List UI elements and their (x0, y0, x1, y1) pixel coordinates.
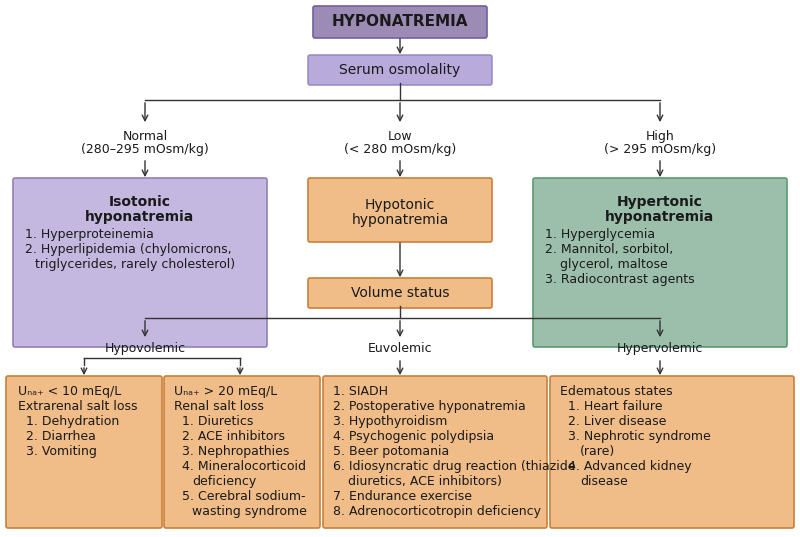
Text: Hypervolemic: Hypervolemic (617, 342, 703, 355)
Text: 8. Adrenocorticotropin deficiency: 8. Adrenocorticotropin deficiency (333, 505, 541, 518)
Text: 3. Radiocontrast agents: 3. Radiocontrast agents (545, 273, 694, 286)
Text: Hypovolemic: Hypovolemic (105, 342, 186, 355)
FancyBboxPatch shape (308, 178, 492, 242)
Text: 6. Idiosyncratic drug reaction (thiazide: 6. Idiosyncratic drug reaction (thiazide (333, 460, 575, 473)
Text: Renal salt loss: Renal salt loss (174, 400, 264, 413)
Text: 2. Hyperlipidemia (chylomicrons,: 2. Hyperlipidemia (chylomicrons, (25, 243, 232, 256)
FancyBboxPatch shape (164, 376, 320, 528)
Text: Serum osmolality: Serum osmolality (339, 63, 461, 77)
Text: 1. Dehydration: 1. Dehydration (18, 415, 119, 428)
Text: 1. SIADH: 1. SIADH (333, 385, 388, 398)
Text: Normal: Normal (122, 130, 168, 143)
Text: 4. Mineralocorticoid: 4. Mineralocorticoid (174, 460, 306, 473)
Text: 4. Advanced kidney: 4. Advanced kidney (560, 460, 692, 473)
Text: 1. Hyperproteinemia: 1. Hyperproteinemia (25, 228, 154, 241)
Text: 1. Heart failure: 1. Heart failure (560, 400, 662, 413)
Text: hyponatremia: hyponatremia (86, 210, 194, 224)
Text: Extrarenal salt loss: Extrarenal salt loss (18, 400, 138, 413)
Text: Volume status: Volume status (350, 286, 450, 300)
Text: Uₙₐ₊ < 10 mEq/L: Uₙₐ₊ < 10 mEq/L (18, 385, 122, 398)
FancyBboxPatch shape (313, 6, 487, 38)
FancyBboxPatch shape (533, 178, 787, 347)
Text: 3. Hypothyroidism: 3. Hypothyroidism (333, 415, 447, 428)
Text: 3. Vomiting: 3. Vomiting (18, 445, 97, 458)
Text: 7. Endurance exercise: 7. Endurance exercise (333, 490, 472, 503)
Text: 4. Psychogenic polydipsia: 4. Psychogenic polydipsia (333, 430, 494, 443)
Text: Edematous states: Edematous states (560, 385, 673, 398)
Text: 2. Liver disease: 2. Liver disease (560, 415, 666, 428)
FancyBboxPatch shape (308, 55, 492, 85)
Text: (rare): (rare) (580, 445, 615, 458)
Text: Uₙₐ₊ > 20 mEq/L: Uₙₐ₊ > 20 mEq/L (174, 385, 278, 398)
Text: hyponatremia: hyponatremia (351, 213, 449, 227)
Text: High: High (646, 130, 674, 143)
Text: (< 280 mOsm/kg): (< 280 mOsm/kg) (344, 143, 456, 156)
Text: HYPONATREMIA: HYPONATREMIA (332, 14, 468, 30)
FancyBboxPatch shape (308, 278, 492, 308)
Text: 2. Postoperative hyponatremia: 2. Postoperative hyponatremia (333, 400, 526, 413)
Text: deficiency: deficiency (192, 475, 256, 488)
Text: triglycerides, rarely cholesterol): triglycerides, rarely cholesterol) (35, 258, 235, 271)
Text: 5. Beer potomania: 5. Beer potomania (333, 445, 450, 458)
FancyBboxPatch shape (6, 376, 162, 528)
Text: glycerol, maltose: glycerol, maltose (560, 258, 668, 271)
Text: diuretics, ACE inhibitors): diuretics, ACE inhibitors) (348, 475, 502, 488)
FancyBboxPatch shape (13, 178, 267, 347)
Text: 3. Nephropathies: 3. Nephropathies (174, 445, 290, 458)
Text: hyponatremia: hyponatremia (606, 210, 714, 224)
Text: (280–295 mOsm/kg): (280–295 mOsm/kg) (81, 143, 209, 156)
Text: 5. Cerebral sodium-: 5. Cerebral sodium- (174, 490, 306, 503)
Text: 3. Nephrotic syndrome: 3. Nephrotic syndrome (560, 430, 710, 443)
Text: Isotonic: Isotonic (109, 195, 171, 209)
Text: disease: disease (580, 475, 628, 488)
Text: Low: Low (388, 130, 412, 143)
Text: 2. Diarrhea: 2. Diarrhea (18, 430, 96, 443)
FancyBboxPatch shape (550, 376, 794, 528)
Text: Hypotonic: Hypotonic (365, 198, 435, 212)
Text: wasting syndrome: wasting syndrome (192, 505, 307, 518)
Text: 2. Mannitol, sorbitol,: 2. Mannitol, sorbitol, (545, 243, 674, 256)
Text: 1. Hyperglycemia: 1. Hyperglycemia (545, 228, 655, 241)
Text: 1. Diuretics: 1. Diuretics (174, 415, 254, 428)
Text: Euvolemic: Euvolemic (368, 342, 432, 355)
Text: Hypertonic: Hypertonic (617, 195, 703, 209)
Text: (> 295 mOsm/kg): (> 295 mOsm/kg) (604, 143, 716, 156)
FancyBboxPatch shape (323, 376, 547, 528)
Text: 2. ACE inhibitors: 2. ACE inhibitors (174, 430, 285, 443)
